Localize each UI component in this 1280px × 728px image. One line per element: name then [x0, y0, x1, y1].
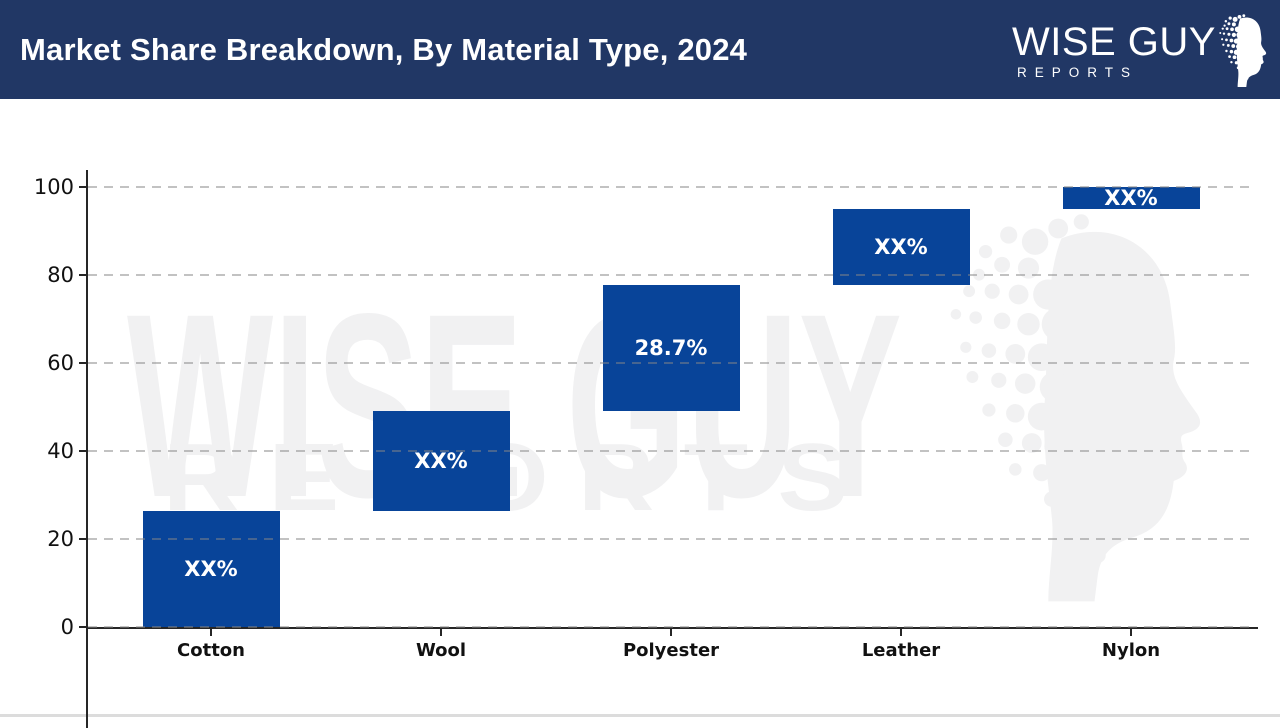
svg-text:WISE GUY: WISE GUY [127, 288, 902, 513]
gridline-20 [88, 538, 1256, 540]
y-tick-label: 0 [60, 615, 74, 639]
bar-leather: XX% [832, 209, 970, 286]
bar-polyester: 28.7% [602, 285, 740, 412]
y-tick-label: 60 [47, 351, 74, 375]
y-tick-label: 80 [47, 263, 74, 287]
bar-value-label: XX% [184, 556, 238, 581]
y-tick-mark [79, 274, 86, 276]
x-tick-label: Cotton [177, 640, 245, 661]
x-axis-line [86, 627, 1258, 629]
footer-divider [0, 714, 1280, 717]
x-tick-mark [900, 629, 902, 636]
wise-guy-logo: WISE GUY REPORTS [1012, 8, 1268, 92]
y-tick-mark [79, 186, 86, 188]
gridline-40 [88, 450, 1256, 452]
waterfall-chart: 0 20 40 60 80 100 XX% Cotton XX% Wool 28.7% Polyest… [0, 99, 1280, 728]
x-tick-label: Wool [415, 640, 467, 661]
y-tick-mark [79, 450, 86, 452]
page-title: Market Share Breakdown, By Material Type… [20, 31, 748, 67]
y-tick-label: 40 [47, 439, 74, 463]
y-tick-mark [79, 362, 86, 364]
gridline-80 [88, 274, 1256, 276]
x-tick-label: Leather [861, 640, 941, 661]
y-tick-mark [79, 626, 86, 628]
bar-wool: XX% [372, 411, 510, 511]
x-tick-mark [440, 629, 442, 636]
y-axis-line [86, 170, 88, 728]
gridline-0 [88, 626, 1256, 628]
x-tick-mark [210, 629, 212, 636]
y-tick-mark [79, 538, 86, 540]
x-tick-mark [670, 629, 672, 636]
x-tick-label: Nylon [1101, 640, 1161, 661]
bar-nylon: XX% [1062, 186, 1200, 210]
x-tick-label: Polyester [622, 640, 720, 661]
logo-subtitle: REPORTS [1016, 65, 1138, 80]
gridline-60 [88, 362, 1256, 364]
bar-value-label: XX% [874, 235, 928, 260]
y-tick-label: 100 [33, 175, 74, 199]
header-bar: Market Share Breakdown, By Material Type… [0, 0, 1280, 99]
bar-value-label: XX% [414, 449, 468, 474]
bar-cotton: XX% [142, 510, 280, 627]
y-tick-label: 20 [47, 527, 74, 551]
logo-wordmark: WISE GUY [1011, 20, 1216, 64]
bar-value-label: XX% [1104, 186, 1158, 210]
gridline-100 [88, 186, 1256, 188]
logo-text: WISE GUY REPORTS [1012, 20, 1216, 80]
x-tick-mark [1130, 629, 1132, 636]
logo-face-icon [1206, 10, 1268, 92]
watermark-wordmark: WISE GUY [127, 288, 902, 513]
bar-value-label: 28.7% [634, 336, 708, 361]
